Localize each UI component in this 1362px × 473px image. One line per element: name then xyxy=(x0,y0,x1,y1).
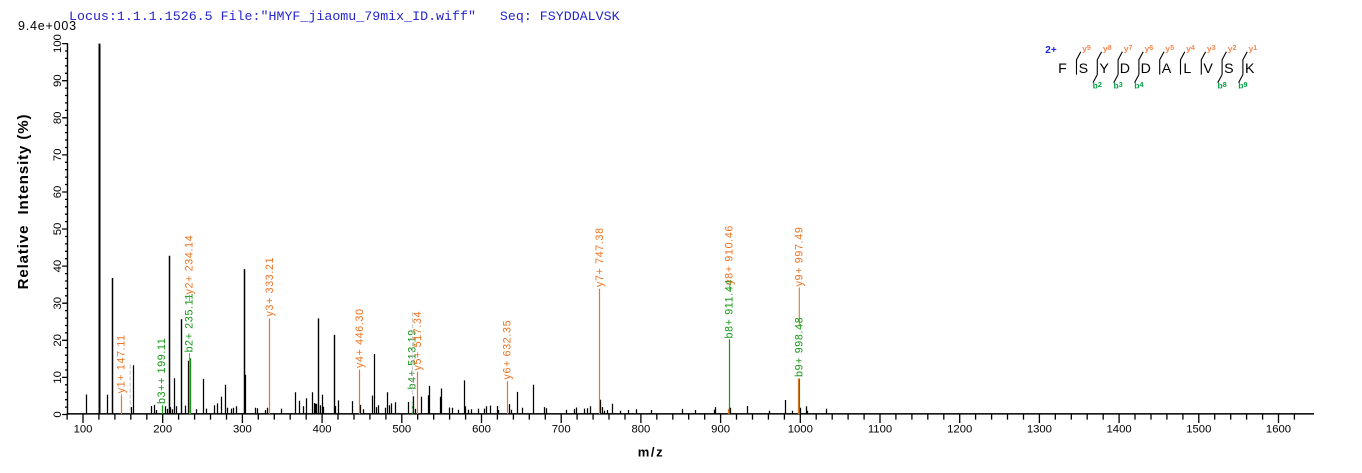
svg-text:b3++ 199.11: b3++ 199.11 xyxy=(156,338,168,404)
svg-text:700: 700 xyxy=(552,423,571,435)
svg-text:K: K xyxy=(1245,61,1255,77)
svg-text:200: 200 xyxy=(153,423,172,435)
svg-text:y5: y5 xyxy=(1165,43,1174,54)
svg-text:70: 70 xyxy=(52,149,64,162)
svg-text:y2: y2 xyxy=(1228,43,1237,54)
svg-text:S: S xyxy=(1224,61,1233,77)
svg-text:y9+ 997.49: y9+ 997.49 xyxy=(794,227,806,287)
svg-text:400: 400 xyxy=(313,423,332,435)
svg-text:20: 20 xyxy=(52,334,64,347)
svg-text:y4: y4 xyxy=(1186,43,1195,54)
svg-text:1000: 1000 xyxy=(788,423,813,435)
svg-text:–y1+ 147.11: –y1+ 147.11 xyxy=(116,334,128,400)
svg-text:–y2+ 234.14: –y2+ 234.14 xyxy=(184,235,196,301)
svg-text:80: 80 xyxy=(52,112,64,125)
svg-text:10: 10 xyxy=(52,371,64,384)
svg-text:1300: 1300 xyxy=(1027,423,1052,435)
svg-text:y8: y8 xyxy=(1103,43,1112,54)
svg-text:300: 300 xyxy=(233,423,252,435)
svg-text:b8: b8 xyxy=(1217,80,1226,91)
svg-text:2+: 2+ xyxy=(1045,45,1057,56)
svg-text:90: 90 xyxy=(52,74,64,87)
svg-text:y6+ 632.35: y6+ 632.35 xyxy=(502,320,514,380)
svg-text:V: V xyxy=(1203,61,1213,77)
svg-text:800: 800 xyxy=(631,423,650,435)
svg-text:60: 60 xyxy=(52,186,64,199)
svg-text:–y8+ 910.46: –y8+ 910.46 xyxy=(724,225,736,291)
svg-text:–b2+ 235.11: –b2+ 235.11 xyxy=(184,293,196,359)
svg-text:b4+ 513.19: b4+ 513.19 xyxy=(406,329,418,389)
svg-text:1100: 1100 xyxy=(868,423,892,435)
svg-text:30: 30 xyxy=(52,297,64,310)
svg-text:A: A xyxy=(1162,61,1172,77)
svg-text:y7: y7 xyxy=(1124,43,1133,54)
svg-text:y6: y6 xyxy=(1145,43,1154,54)
svg-text:9.4e+003: 9.4e+003 xyxy=(18,19,77,33)
svg-text:L: L xyxy=(1183,61,1191,77)
svg-text:40: 40 xyxy=(52,260,64,273)
svg-text:b2: b2 xyxy=(1093,80,1102,91)
svg-text:b9: b9 xyxy=(1238,80,1247,91)
svg-text:100: 100 xyxy=(52,34,64,53)
svg-text:100: 100 xyxy=(74,423,93,435)
svg-text:y3: y3 xyxy=(1207,43,1216,54)
svg-text:900: 900 xyxy=(711,423,730,435)
svg-text:F: F xyxy=(1058,61,1067,77)
svg-text:1600: 1600 xyxy=(1266,423,1291,435)
svg-text:m/z: m/z xyxy=(638,445,664,460)
svg-text:D: D xyxy=(1141,61,1151,77)
svg-text:500: 500 xyxy=(392,423,411,435)
svg-text:y4+ 446.30: y4+ 446.30 xyxy=(354,308,366,368)
svg-text:b3: b3 xyxy=(1113,80,1122,91)
svg-text:y7+ 747.38: y7+ 747.38 xyxy=(594,227,606,287)
svg-text:50: 50 xyxy=(52,223,64,236)
svg-text:0: 0 xyxy=(52,411,64,417)
svg-text:S: S xyxy=(1079,61,1088,77)
svg-text:b8+ 911.44: b8+ 911.44 xyxy=(724,279,736,339)
svg-text:Relative Intensity (%): Relative Intensity (%) xyxy=(15,114,32,290)
svg-text:D: D xyxy=(1120,61,1130,77)
svg-text:y3+ 333.21: y3+ 333.21 xyxy=(264,257,276,317)
svg-text:y1: y1 xyxy=(1249,43,1258,54)
svg-text:b4: b4 xyxy=(1134,80,1143,91)
svg-text:1200: 1200 xyxy=(947,423,972,435)
svg-text:1400: 1400 xyxy=(1107,423,1132,435)
svg-text:y5+ 517.34: y5+ 517.34 xyxy=(412,311,424,371)
svg-text:1500: 1500 xyxy=(1186,423,1211,435)
svg-text:Y: Y xyxy=(1099,61,1109,77)
svg-text:600: 600 xyxy=(472,423,491,435)
svg-text:Locus:1.1.1.1526.5 File:"HMYF_: Locus:1.1.1.1526.5 File:"HMYF_jiaomu_79m… xyxy=(69,9,620,24)
svg-text:y9: y9 xyxy=(1082,43,1091,54)
svg-text:b9+ 998.48: b9+ 998.48 xyxy=(794,317,806,377)
